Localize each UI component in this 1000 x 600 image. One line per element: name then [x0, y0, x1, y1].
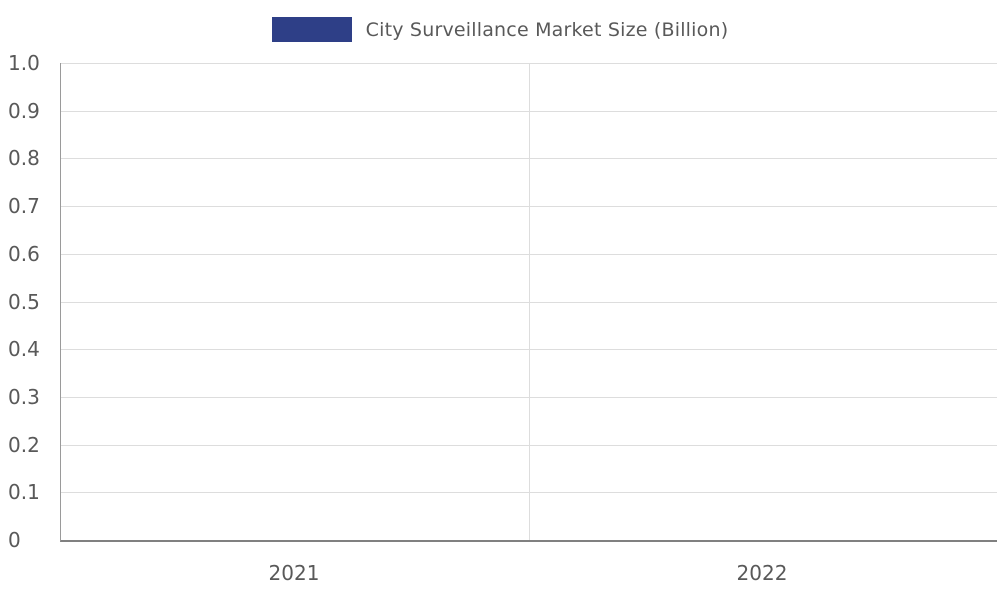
chart-legend: City Surveillance Market Size (Billion) [0, 17, 1000, 42]
gridline-vertical [529, 63, 530, 540]
y-tick-label: 1.0 [8, 51, 40, 75]
plot-area [60, 63, 997, 542]
y-tick-label: 0.4 [8, 337, 40, 362]
chart-title: City Surveillance Market Size (Billion) [365, 18, 729, 41]
y-tick-label: 0.2 [8, 432, 40, 457]
legend-swatch [271, 17, 352, 42]
y-tick-label: 0.9 [8, 98, 40, 123]
y-tick-label: 0.6 [8, 241, 40, 266]
y-tick-label: 0 [8, 528, 21, 552]
y-tick-label: 0.7 [8, 194, 40, 219]
y-tick-label: 0.8 [8, 146, 40, 171]
y-tick-label: 0.3 [8, 384, 40, 409]
x-tick-label: 2022 [736, 561, 788, 585]
y-tick-label: 0.1 [8, 480, 40, 505]
y-tick-label: 0.5 [8, 289, 40, 314]
x-tick-label: 2021 [268, 561, 320, 585]
